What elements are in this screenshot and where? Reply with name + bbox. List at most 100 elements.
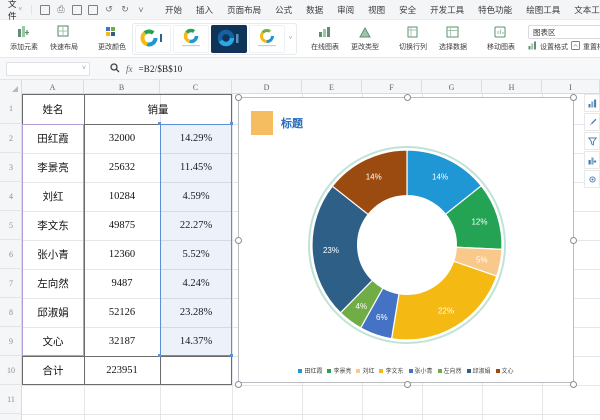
chart-object[interactable]: 标题 14% 12% 5% 22% 6% 4% 23% 14% 田红霞 李景亮 刘红 李文东 张小青 左… bbox=[235, 94, 577, 388]
resize-handle-s[interactable] bbox=[404, 381, 411, 388]
row-header-6[interactable]: 6 bbox=[0, 240, 22, 269]
column-header-e[interactable]: E bbox=[302, 80, 362, 94]
legend-item[interactable]: 文心 bbox=[495, 366, 514, 375]
chart-title[interactable]: 标题 bbox=[281, 118, 303, 130]
cell-a2[interactable]: 田红霞 bbox=[37, 134, 69, 145]
cell-a6[interactable]: 张小青 bbox=[37, 250, 69, 261]
tab-data[interactable]: 数据 bbox=[306, 4, 324, 15]
tab-start[interactable]: 开始 bbox=[165, 4, 183, 15]
legend-item[interactable]: 刘红 bbox=[356, 366, 374, 375]
tab-review[interactable]: 审阅 bbox=[337, 4, 355, 15]
redo-icon[interactable]: ↻ bbox=[121, 4, 129, 14]
format-icon[interactable] bbox=[528, 41, 537, 52]
cell-c2[interactable]: 14.29% bbox=[179, 133, 213, 144]
resize-handle-ne[interactable] bbox=[570, 94, 577, 101]
select-all-corner[interactable] bbox=[0, 80, 22, 94]
tab-text-tools[interactable]: 文本工具 bbox=[574, 4, 600, 15]
format-label[interactable]: 设置格式 bbox=[540, 43, 568, 51]
cell-b6[interactable]: 12360 bbox=[108, 249, 136, 260]
chart-legend[interactable]: 田红霞 李景亮 刘红 李文东 张小青 左向然 邱淑娟 文心 bbox=[239, 366, 573, 375]
find-icon[interactable] bbox=[88, 4, 99, 15]
cell-b3[interactable]: 25632 bbox=[108, 162, 136, 173]
cell-b2[interactable]: 32000 bbox=[108, 133, 136, 144]
chart-style-gallery[interactable]: ˅ bbox=[132, 22, 297, 55]
move-chart-button[interactable]: 移动图表 bbox=[481, 21, 521, 57]
row-header-2[interactable]: 2 bbox=[0, 124, 22, 153]
online-chart-button[interactable]: 在线图表 bbox=[305, 21, 345, 57]
tab-special-features[interactable]: 特色功能 bbox=[478, 4, 513, 15]
chevron-down-icon[interactable]: ˅ bbox=[18, 6, 23, 13]
cell-c4[interactable]: 4.59% bbox=[182, 191, 210, 202]
legend-item[interactable]: 左向然 bbox=[437, 366, 462, 375]
tab-formula[interactable]: 公式 bbox=[275, 4, 293, 15]
cell-c9[interactable]: 14.37% bbox=[179, 336, 213, 347]
gallery-expand-icon[interactable]: ˅ bbox=[288, 35, 293, 42]
change-type-button[interactable]: 更改类型 bbox=[345, 21, 385, 57]
print-icon[interactable]: ⎙ bbox=[57, 4, 65, 14]
brush-icon[interactable] bbox=[584, 113, 600, 131]
tab-security[interactable]: 安全 bbox=[399, 4, 417, 15]
column-header-c[interactable]: C bbox=[160, 80, 232, 94]
tab-view[interactable]: 视图 bbox=[368, 4, 386, 15]
cell-a5[interactable]: 李文东 bbox=[37, 221, 69, 232]
row-header-5[interactable]: 5 bbox=[0, 211, 22, 240]
tab-insert[interactable]: 插入 bbox=[196, 4, 214, 15]
row-header-8[interactable]: 8 bbox=[0, 298, 22, 327]
chart-title-block[interactable]: 标题 bbox=[251, 111, 303, 135]
cell-b10-total-value[interactable]: 223951 bbox=[106, 365, 138, 376]
select-data-button[interactable]: 选择数据 bbox=[433, 21, 473, 57]
cell-b7[interactable]: 9487 bbox=[111, 278, 133, 289]
reset-label[interactable]: 重置样式 bbox=[583, 43, 600, 51]
row-header-7[interactable]: 7 bbox=[0, 269, 22, 298]
cell-b5[interactable]: 49875 bbox=[108, 220, 136, 231]
cell-c10[interactable] bbox=[160, 356, 232, 385]
cell-b8[interactable]: 52126 bbox=[108, 307, 136, 318]
reset-icon[interactable] bbox=[571, 41, 580, 52]
cell-a3[interactable]: 李景亮 bbox=[37, 163, 69, 174]
undo-icon[interactable]: ↺ bbox=[105, 4, 113, 14]
row-header-1[interactable]: 1 bbox=[0, 94, 22, 124]
tab-drawing-tools[interactable]: 绘图工具 bbox=[526, 4, 561, 15]
resize-handle-nw[interactable] bbox=[235, 94, 242, 101]
chart-elements-icon[interactable] bbox=[584, 151, 600, 169]
cell-c7[interactable]: 4.24% bbox=[182, 278, 210, 289]
chart-style-thumb-1[interactable] bbox=[135, 24, 171, 53]
chart-style-thumb-3[interactable] bbox=[211, 24, 247, 53]
file-menu-label[interactable]: 文件 bbox=[8, 0, 17, 21]
row-header-9[interactable]: 9 bbox=[0, 327, 22, 356]
name-box[interactable]: ˅ bbox=[6, 61, 90, 76]
legend-item[interactable]: 邱淑娟 bbox=[466, 366, 491, 375]
column-header-i[interactable]: I bbox=[542, 80, 600, 94]
resize-handle-w[interactable] bbox=[235, 237, 242, 244]
row-header-11[interactable]: 11 bbox=[0, 385, 22, 414]
cell-a10-total-label[interactable]: 合计 bbox=[42, 366, 64, 377]
legend-item[interactable]: 田红霞 bbox=[298, 366, 322, 375]
formula-input[interactable]: =B2/$B$10 bbox=[138, 63, 183, 74]
row-header-10[interactable]: 10 bbox=[0, 356, 22, 385]
chart-properties-icon[interactable] bbox=[584, 94, 600, 112]
switch-row-col-button[interactable]: 切换行列 bbox=[393, 21, 433, 57]
donut-slice[interactable] bbox=[311, 185, 374, 314]
cell-b4[interactable]: 10284 bbox=[108, 191, 136, 202]
filter-icon[interactable] bbox=[584, 132, 600, 150]
row-header-12[interactable]: 12 bbox=[0, 414, 22, 420]
column-header-g[interactable]: G bbox=[422, 80, 482, 94]
legend-item[interactable]: 李景亮 bbox=[327, 366, 351, 375]
donut-slice[interactable] bbox=[390, 260, 498, 341]
column-header-h[interactable]: H bbox=[482, 80, 542, 94]
cell-b9[interactable]: 32187 bbox=[108, 336, 136, 347]
legend-item[interactable]: 张小青 bbox=[408, 366, 433, 375]
chart-style-thumb-4[interactable] bbox=[249, 24, 285, 53]
cell-b1-merged[interactable]: 销量 bbox=[147, 104, 169, 116]
cell-c5[interactable]: 22.27% bbox=[179, 220, 213, 231]
cell-a4[interactable]: 刘红 bbox=[42, 192, 64, 203]
quick-layout-button[interactable]: 快速布局 bbox=[44, 21, 84, 57]
resize-handle-se[interactable] bbox=[570, 381, 577, 388]
save-icon[interactable] bbox=[40, 4, 51, 15]
resize-handle-e[interactable] bbox=[570, 237, 577, 244]
column-header-d[interactable]: D bbox=[232, 80, 302, 94]
settings-gear-icon[interactable] bbox=[584, 170, 600, 188]
legend-item[interactable]: 李文东 bbox=[379, 366, 404, 375]
print-preview-icon[interactable] bbox=[72, 4, 83, 15]
donut-slice[interactable] bbox=[331, 149, 408, 216]
